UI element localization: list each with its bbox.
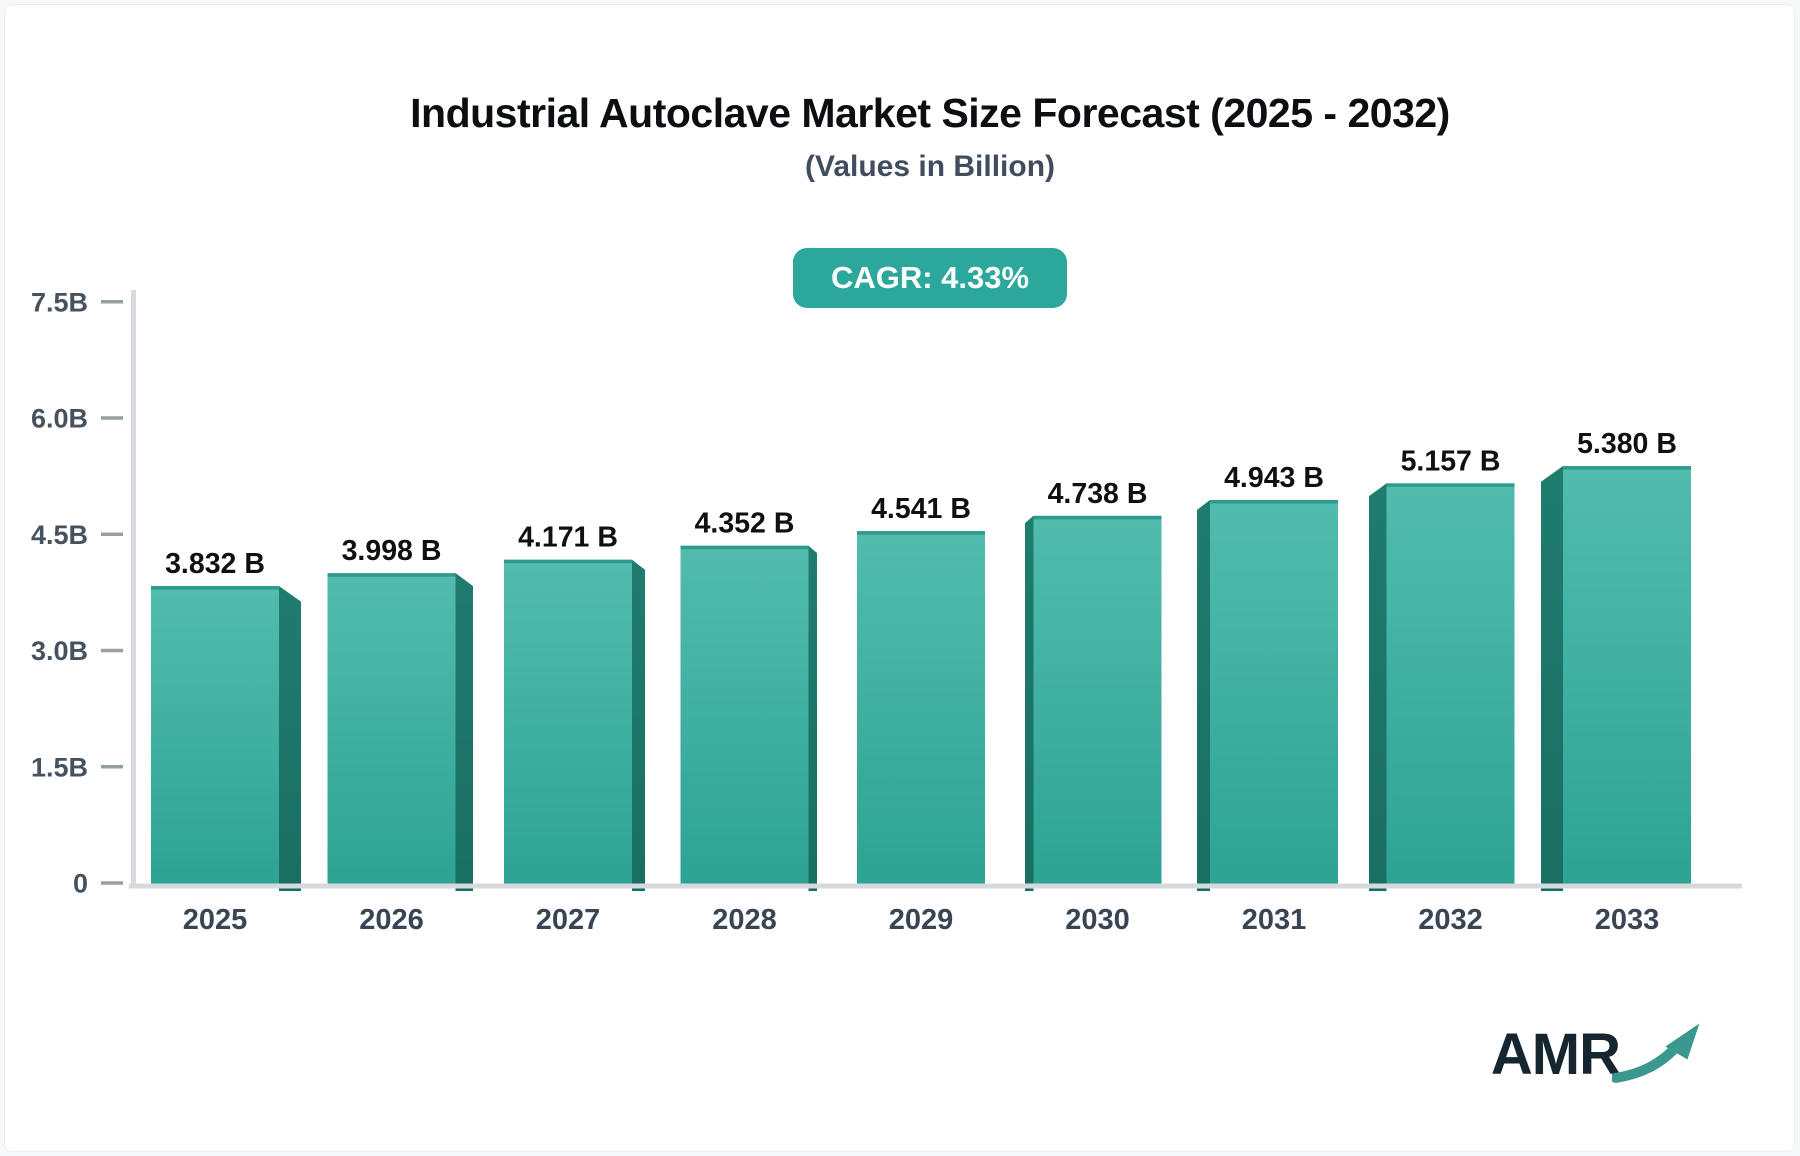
bar-2029 xyxy=(857,531,985,887)
bar-value-label: 5.380 B xyxy=(1577,428,1677,460)
bar-2031 xyxy=(1210,499,1338,887)
page-subtitle: (Values in Billion) xyxy=(804,150,1056,183)
bar-side-panel xyxy=(1197,499,1210,891)
bar-value-label: 3.832 B xyxy=(165,548,265,580)
amr-logo: AMR xyxy=(1490,1022,1704,1087)
bar-2033 xyxy=(1563,466,1691,887)
bar-2028 xyxy=(680,545,809,887)
x-axis-label: 2027 xyxy=(536,904,601,936)
bar-value-label: 3.998 B xyxy=(342,535,442,567)
bar-side-panel xyxy=(279,586,301,891)
x-axis-label: 2033 xyxy=(1595,904,1660,936)
x-axis-label: 2026 xyxy=(359,904,424,936)
y-axis-label: 0 xyxy=(73,869,88,899)
page-title: Industrial Autoclave Market Size Forecas… xyxy=(410,90,1450,136)
bar-value-label: 4.738 B xyxy=(1048,478,1148,510)
y-axis-label: 4.5B xyxy=(31,520,88,550)
cagr-badge-label: CAGR: 4.33% xyxy=(830,260,1030,295)
bar-side-panel xyxy=(1541,466,1563,891)
x-axis-label: 2029 xyxy=(889,904,954,936)
bar-value-label: 4.171 B xyxy=(518,522,618,554)
bar-2025 xyxy=(151,586,279,887)
bar-value-label: 5.157 B xyxy=(1401,445,1501,477)
y-axis-label: 6.0B xyxy=(31,404,88,434)
bar-value-label: 4.943 B xyxy=(1224,462,1324,494)
bar-side-panel xyxy=(632,559,645,891)
cagr-badge: CAGR: 4.33% xyxy=(792,248,1068,308)
x-axis-label: 2032 xyxy=(1418,904,1483,936)
x-axis-label: 2025 xyxy=(183,904,248,936)
y-axis-label: 7.5B xyxy=(31,287,88,317)
bar-side-panel xyxy=(1025,515,1034,891)
y-axis-label: 1.5B xyxy=(31,752,88,782)
x-axis-label: 2028 xyxy=(712,904,777,936)
amr-logo-text: AMR xyxy=(1490,1022,1621,1087)
x-axis-label: 2030 xyxy=(1065,904,1130,936)
y-axis-label: 3.0B xyxy=(31,636,88,666)
x-axis-label: 2031 xyxy=(1242,904,1307,936)
bar-2026 xyxy=(327,573,456,887)
bar-side-panel xyxy=(455,573,473,891)
bar-value-label: 4.541 B xyxy=(871,493,971,525)
bar-side-panel xyxy=(1369,483,1387,891)
chart-header: Industrial Autoclave Market Size Forecas… xyxy=(60,88,1800,308)
bar-value-label: 4.352 B xyxy=(695,508,795,540)
bar-2027 xyxy=(504,559,632,887)
bar-2032 xyxy=(1386,483,1515,887)
upward-trend-arrow-icon xyxy=(1612,1023,1700,1083)
bar-2030 xyxy=(1033,515,1162,887)
bar-side-panel xyxy=(808,545,817,891)
